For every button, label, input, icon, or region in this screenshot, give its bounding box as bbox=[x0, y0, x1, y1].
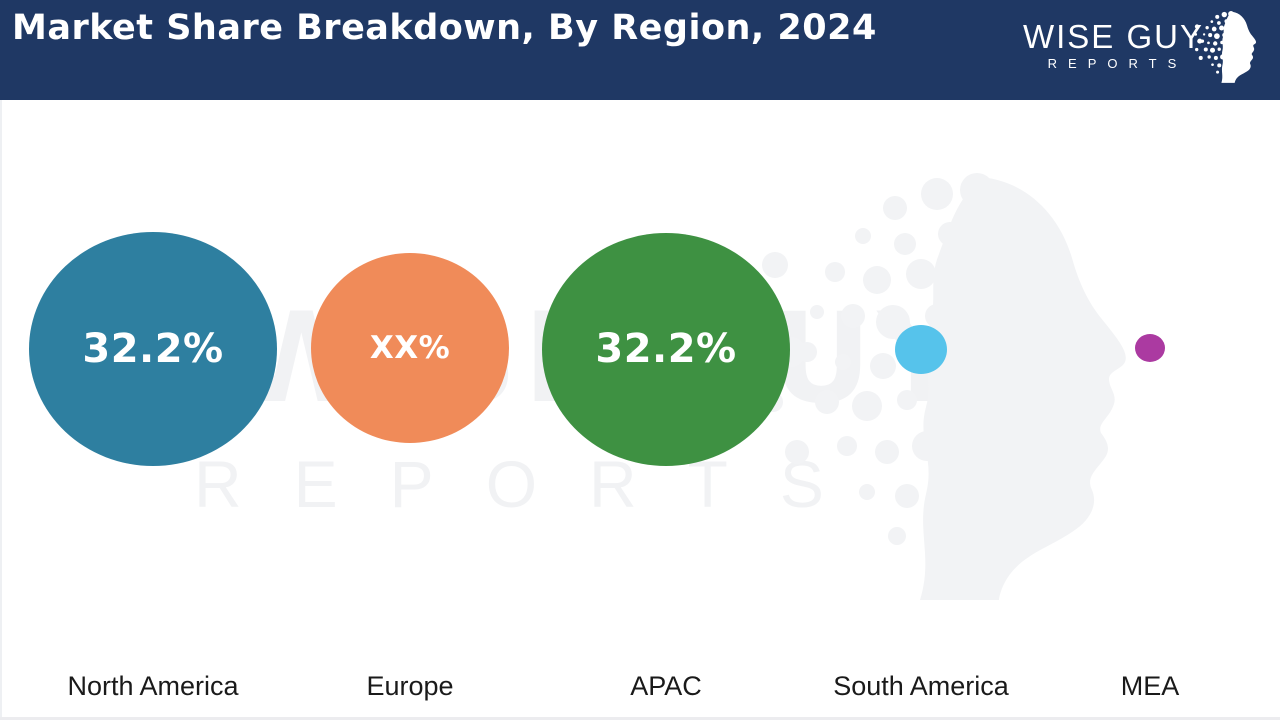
bubble-value-label: XX% bbox=[369, 330, 451, 366]
header-bar: Market Share Breakdown, By Region, 2024 … bbox=[0, 0, 1280, 100]
region-label-north-america: North America bbox=[67, 671, 239, 701]
bottom-edge-divider bbox=[0, 717, 1280, 720]
bubble-value-label: 32.2% bbox=[82, 326, 224, 372]
brand-logo-text: WISE GUY REPORTS bbox=[1022, 17, 1204, 72]
bubble-north-america: 32.2% bbox=[29, 232, 277, 466]
region-label-south-america: South America bbox=[833, 671, 1009, 701]
brand-wordmark: WISE GUY bbox=[1022, 17, 1204, 55]
watermark-reports-text: REPORTS bbox=[194, 447, 876, 521]
brand-head-icon bbox=[1192, 6, 1266, 84]
brand-reports-text: REPORTS bbox=[1047, 56, 1188, 72]
left-edge-divider bbox=[0, 100, 2, 720]
bubble-south-america bbox=[895, 324, 947, 374]
brand-logo: WISE GUY REPORTS bbox=[1023, 6, 1266, 84]
region-label-apac: APAC bbox=[630, 671, 702, 701]
bubble-value-label: 32.2% bbox=[595, 326, 737, 372]
bubble-apac: 32.2% bbox=[542, 232, 790, 466]
watermark-head-icon bbox=[745, 150, 1185, 600]
region-label-europe: Europe bbox=[366, 671, 454, 701]
page-title: Market Share Breakdown, By Region, 2024 bbox=[12, 8, 877, 48]
bubble-europe: XX% bbox=[311, 253, 509, 443]
region-label-mea: MEA bbox=[1120, 671, 1180, 701]
bubble-mea bbox=[1135, 334, 1165, 362]
